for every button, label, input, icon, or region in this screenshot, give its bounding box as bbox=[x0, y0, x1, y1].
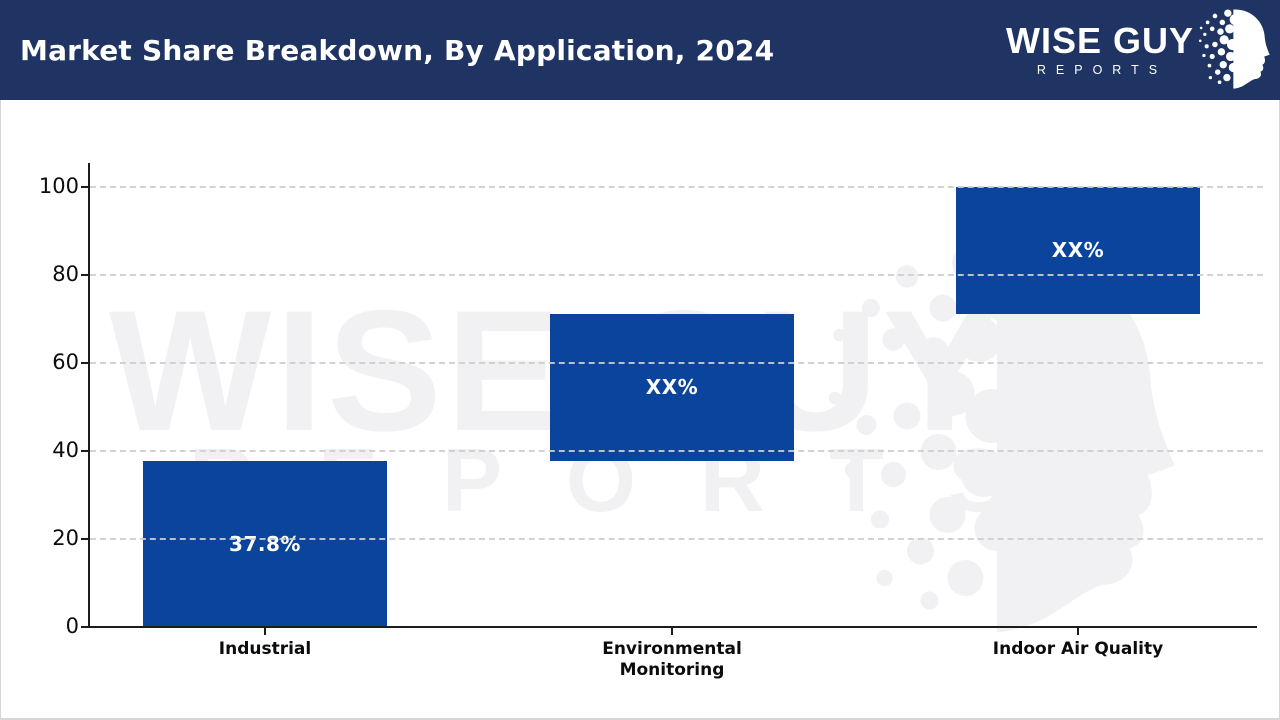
logo-subtitle: REPORTS bbox=[1036, 63, 1168, 77]
y-tick-label: 0 bbox=[65, 614, 79, 638]
logo-text: WISE GUY REPORTS bbox=[1005, 20, 1194, 78]
bar-value-label: XX% bbox=[645, 375, 699, 400]
chart-title: Market Share Breakdown, By Application, … bbox=[20, 33, 775, 67]
x-tick-mark bbox=[671, 628, 673, 635]
wise-guy-logo: WISE GUY REPORTS bbox=[1006, 4, 1280, 96]
x-category-label: Indoor Air Quality bbox=[992, 639, 1164, 659]
y-tick-label: 100 bbox=[38, 174, 79, 198]
x-axis-spine bbox=[88, 626, 1257, 628]
gridline bbox=[90, 450, 1263, 452]
y-axis-spine bbox=[88, 163, 90, 628]
y-tick-mark bbox=[81, 186, 89, 188]
y-tick-mark bbox=[81, 538, 89, 540]
x-category-label: Industrial bbox=[218, 639, 312, 659]
bar-value-label: 37.8% bbox=[229, 531, 301, 556]
gridline bbox=[90, 186, 1263, 188]
y-tick-label: 20 bbox=[52, 526, 79, 550]
header-band: Market Share Breakdown, By Application, … bbox=[0, 0, 1280, 100]
bar-segment: XX% bbox=[550, 313, 794, 461]
y-tick-mark bbox=[81, 450, 89, 452]
y-tick-mark bbox=[81, 274, 89, 276]
y-tick-label: 80 bbox=[52, 262, 79, 286]
gridline bbox=[90, 362, 1263, 364]
y-tick-mark bbox=[81, 626, 89, 628]
bar-value-label: XX% bbox=[1051, 238, 1105, 263]
y-tick-label: 60 bbox=[52, 350, 79, 374]
y-tick-mark bbox=[81, 362, 89, 364]
gridline bbox=[90, 274, 1263, 276]
x-tick-mark bbox=[264, 628, 266, 635]
y-tick-label: 40 bbox=[52, 438, 79, 462]
logo-wordmark: WISE GUY bbox=[1005, 20, 1194, 61]
bar-segment: XX% bbox=[956, 187, 1200, 314]
bar-segment: 37.8% bbox=[143, 460, 387, 627]
x-category-label: Environmental Monitoring bbox=[602, 639, 742, 681]
gridline bbox=[90, 538, 1263, 540]
x-tick-mark bbox=[1077, 628, 1079, 635]
logo-face-icon bbox=[1198, 9, 1270, 89]
